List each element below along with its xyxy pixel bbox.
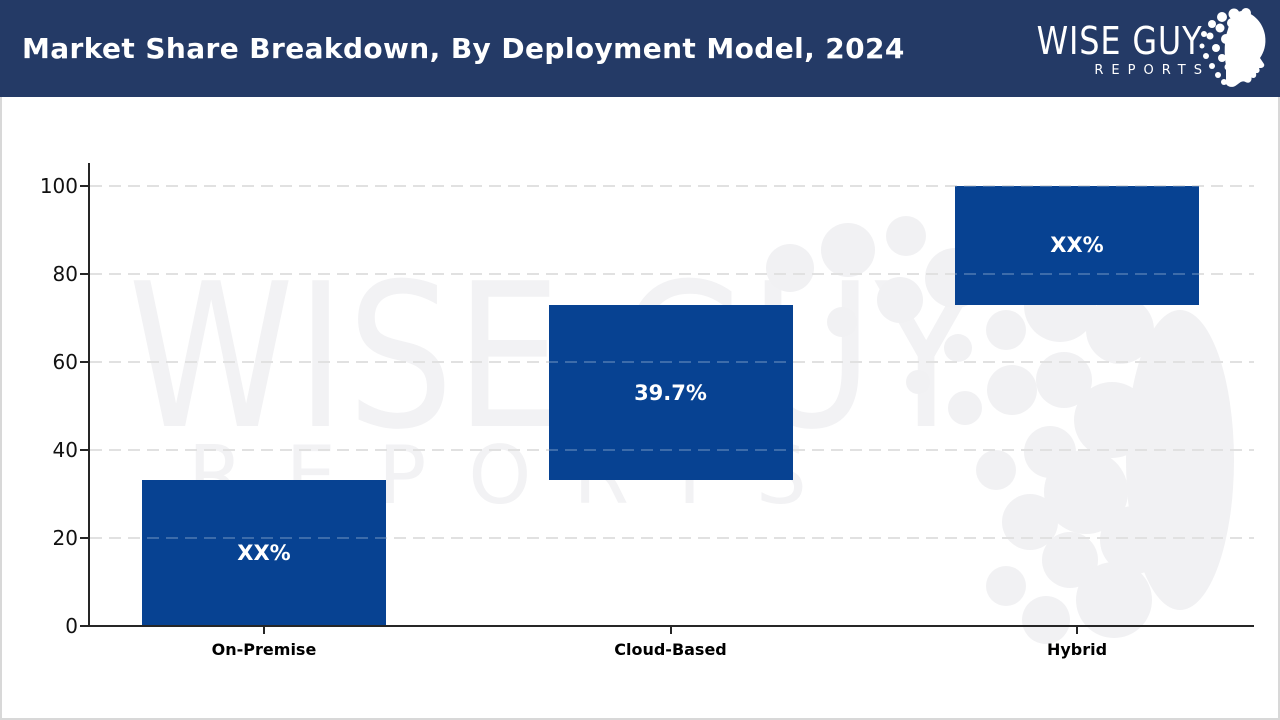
x-category-label: On-Premise: [211, 640, 317, 659]
bar-value-label: 39.7%: [634, 380, 707, 405]
gridline: [90, 184, 1254, 187]
logo-subtext: REPORTS: [1094, 63, 1210, 78]
gridline-overlay: [90, 184, 1254, 187]
gridline-overlay: [90, 448, 1254, 451]
y-tick-label: 0: [65, 613, 78, 638]
y-tick-mark: [80, 360, 88, 363]
gridline: [90, 536, 1254, 539]
bar: [142, 479, 386, 626]
y-axis-line: [88, 163, 90, 627]
logo-face-icon: [1199, 8, 1266, 87]
y-tick-label: 20: [52, 525, 78, 550]
bar-value-label: XX%: [1050, 233, 1104, 258]
x-tick-mark: [263, 626, 265, 634]
header: Market Share Breakdown, By Deployment Mo…: [0, 0, 1280, 97]
y-tick-label: 40: [52, 437, 78, 462]
y-tick-label: 100: [39, 173, 78, 198]
bar-value-label: XX%: [237, 540, 291, 565]
logo-text: WISE GUY REPORTS: [1005, 22, 1202, 77]
x-axis-line: [88, 624, 1254, 627]
wiseguy-logo: WISE GUY REPORTS: [1008, 6, 1268, 92]
y-tick-mark: [80, 536, 88, 539]
y-tick-label: 60: [52, 349, 78, 374]
x-tick-mark: [1076, 626, 1078, 634]
y-tick-mark: [80, 184, 88, 187]
gridline-overlay: [90, 536, 1254, 539]
gridline-overlay: [90, 360, 1254, 363]
x-category-label: Cloud-Based: [614, 640, 727, 659]
gridline-overlay: [90, 272, 1254, 275]
x-category-label: Hybrid: [1046, 640, 1108, 659]
y-tick-mark: [80, 624, 88, 627]
y-tick-mark: [80, 448, 88, 451]
x-tick-mark: [669, 626, 672, 634]
y-tick-mark: [80, 272, 88, 275]
gridline: [90, 272, 1254, 275]
chart-title: Market Share Breakdown, By Deployment Mo…: [22, 32, 905, 65]
logo-wordmark: WISE GUY: [1036, 19, 1202, 63]
bar: [548, 305, 793, 480]
y-tick-label: 80: [52, 261, 78, 286]
